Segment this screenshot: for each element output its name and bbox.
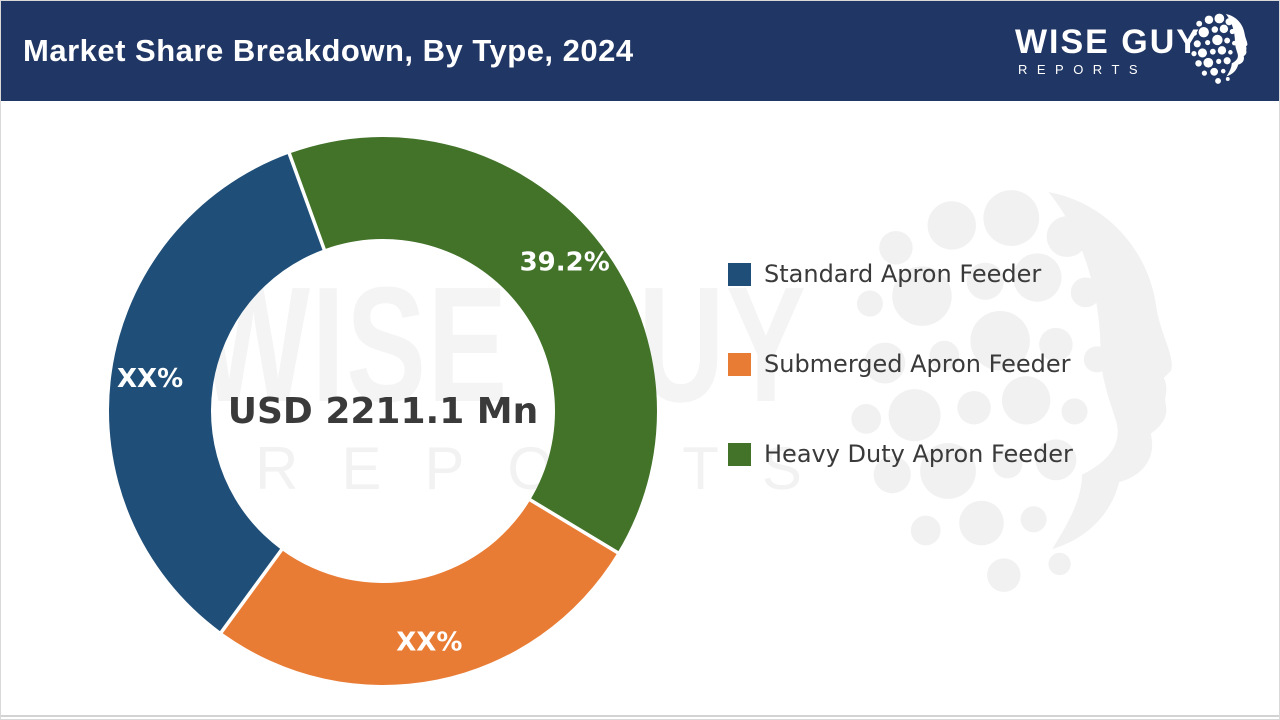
- donut-segment-2: [109, 153, 325, 633]
- legend-label: Standard Apron Feeder: [764, 260, 1042, 288]
- legend-swatch-orange-icon: [728, 352, 751, 376]
- bottom-divider: [1, 715, 1279, 717]
- segment-divider: [218, 547, 285, 635]
- donut-center-value: USD 2211.1 Mn: [228, 391, 538, 432]
- segment-value-label-1: XX%: [396, 628, 462, 658]
- donut-segment-0: [289, 137, 657, 553]
- legend-item-standard-apron-feeder: Standard Apron Feeder: [728, 251, 1073, 297]
- legend-item-submerged-apron-feeder: Submerged Apron Feeder: [728, 341, 1073, 387]
- segment-divider: [527, 497, 621, 556]
- chart-legend: Standard Apron Feeder Submerged Apron Fe…: [728, 251, 1073, 521]
- legend-swatch-blue-icon: [728, 262, 751, 286]
- logo-wiseguy-text: WISE GUY: [1014, 23, 1201, 61]
- legend-label: Heavy Duty Apron Feeder: [764, 440, 1073, 468]
- header-bar: Market Share Breakdown, By Type, 2024 WI…: [1, 1, 1279, 101]
- logo-reports-text: REPORTS: [1017, 62, 1148, 77]
- donut-segment-1: [221, 499, 618, 685]
- logo-face-icon: [1187, 12, 1253, 90]
- wise-guy-reports-logo: WISE GUY REPORTS: [1015, 12, 1253, 90]
- legend-item-heavy-duty-apron-feeder: Heavy Duty Apron Feeder: [728, 431, 1073, 477]
- watermark-reports-text: REPORTS: [255, 439, 845, 499]
- legend-swatch-green-icon: [728, 442, 751, 466]
- segment-value-label-2: XX%: [117, 364, 183, 394]
- watermark-wiseguy-text: WISE GUY: [197, 253, 808, 436]
- segment-value-label-0: 39.2%: [520, 248, 610, 278]
- segment-divider: [286, 151, 327, 252]
- page-title: Market Share Breakdown, By Type, 2024: [23, 33, 634, 68]
- legend-label: Submerged Apron Feeder: [764, 350, 1071, 378]
